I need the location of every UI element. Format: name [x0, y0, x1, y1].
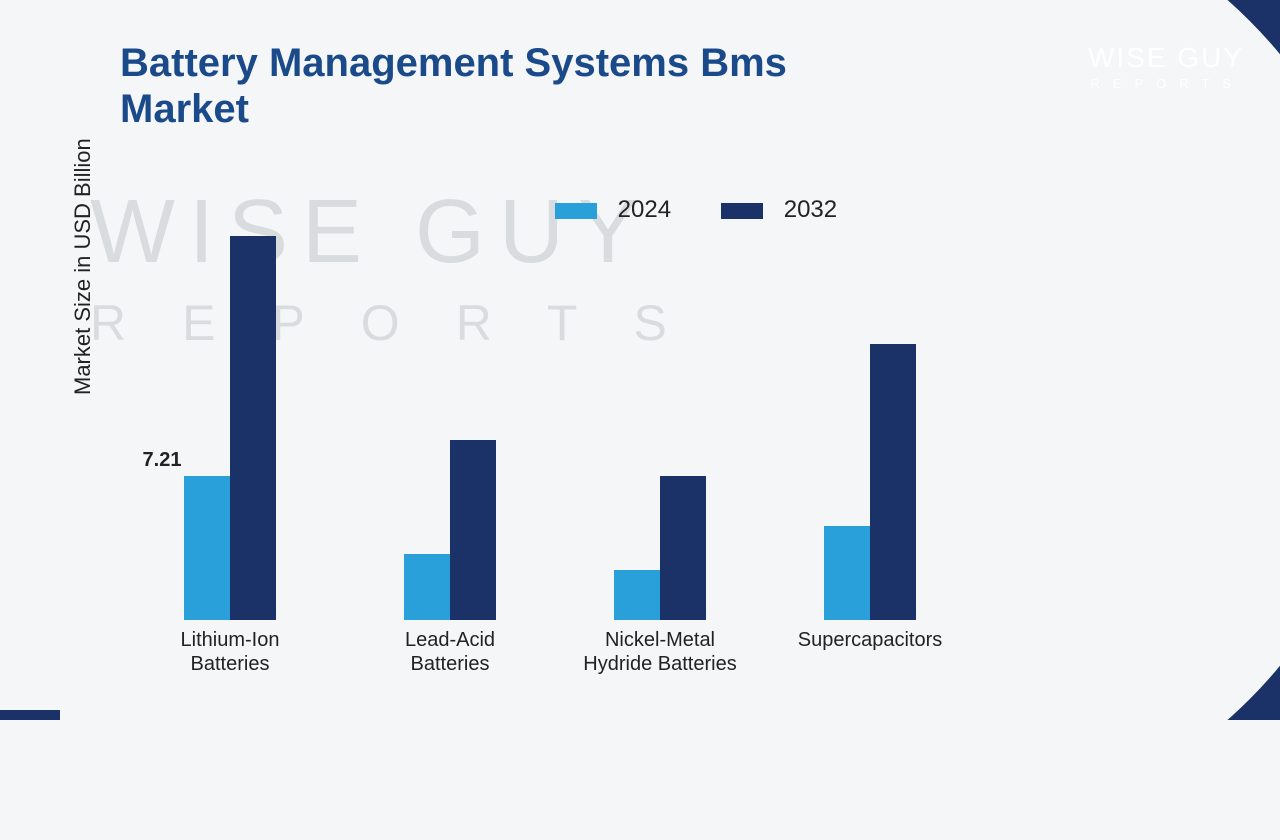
chart-title: Battery Management Systems Bms Market — [120, 40, 860, 132]
bar-2024 — [184, 476, 230, 620]
bar-2024 — [824, 526, 870, 620]
bar-group — [150, 236, 310, 620]
brand-logo: WISE GUY REPORTS — [1088, 42, 1244, 91]
plot-area: Lithium-Ion BatteriesLead-Acid Batteries… — [140, 220, 960, 620]
bar-2032 — [660, 476, 706, 620]
logo-main: WISE GUY — [1088, 42, 1244, 74]
accent-bar — [0, 710, 60, 720]
bar-group — [790, 344, 950, 620]
legend-swatch-2032 — [721, 203, 763, 219]
bar-2024 — [614, 570, 660, 620]
bar-2032 — [870, 344, 916, 620]
category-label: Lithium-Ion Batteries — [150, 628, 310, 676]
legend-label-2024: 2024 — [618, 196, 671, 223]
legend-label-2032: 2032 — [784, 196, 837, 223]
bar-group — [370, 440, 530, 620]
category-label: Supercapacitors — [790, 628, 950, 652]
legend-swatch-2024 — [555, 203, 597, 219]
brand-band — [960, 0, 1280, 720]
bar-2024 — [404, 554, 450, 620]
category-label: Lead-Acid Batteries — [370, 628, 530, 676]
value-label: 7.21 — [122, 449, 202, 472]
category-label: Nickel-Metal Hydride Batteries — [580, 628, 740, 676]
bar-2032 — [230, 236, 276, 620]
y-axis-label: Market Size in USD Billion — [70, 138, 96, 395]
logo-sub: REPORTS — [1088, 76, 1244, 91]
bar-2032 — [450, 440, 496, 620]
chart-canvas: Battery Management Systems Bms Market WI… — [0, 0, 1280, 720]
bar-group — [580, 476, 740, 620]
